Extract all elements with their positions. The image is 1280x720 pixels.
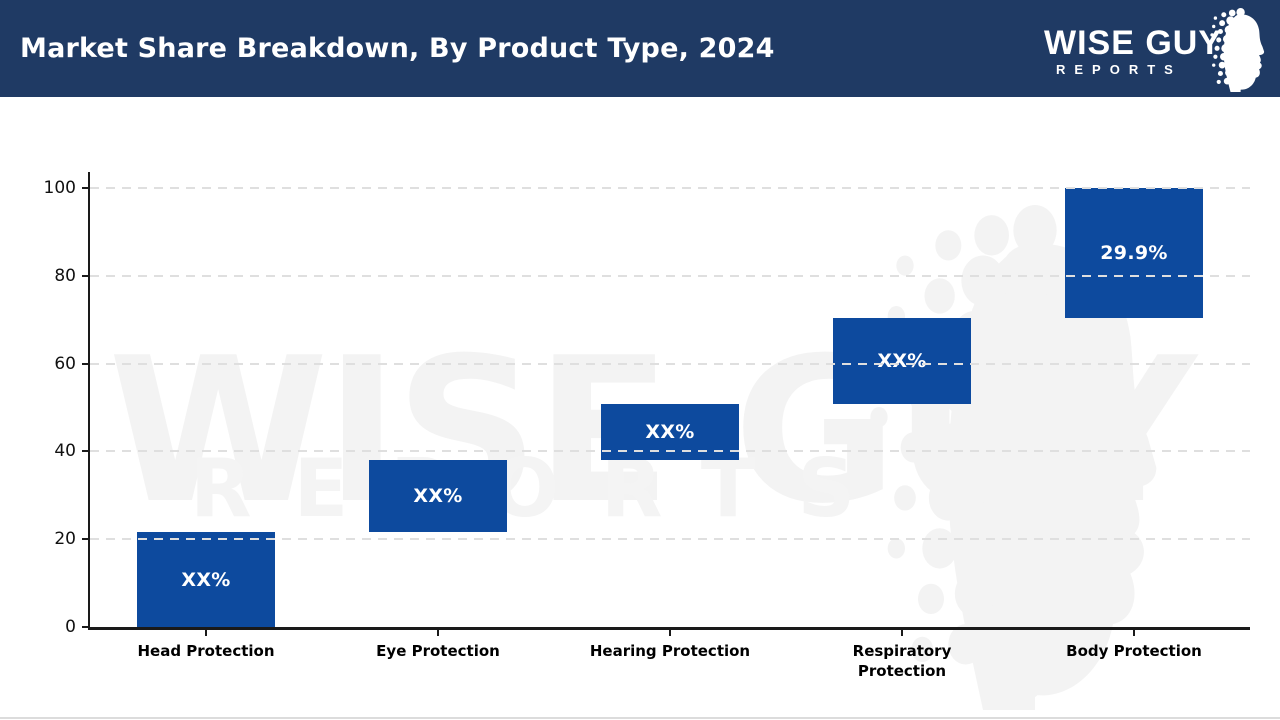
bar-value-label: XX% [413,484,463,507]
x-axis-tick [901,630,903,636]
bar-value-label: XX% [877,349,927,372]
bar-value-label: XX% [645,420,695,443]
y-axis-tick-label: 20 [54,529,76,550]
gridline-40 [90,450,1250,453]
bar-value-label: XX% [181,568,231,591]
bar-body-protection: 29.9% [1065,188,1203,319]
x-axis-category-label: Respiratory Protection [852,642,952,681]
x-axis-tick [669,630,671,636]
bar-eye-protection: XX% [369,459,507,532]
x-axis-tick [205,630,207,636]
y-axis-tick-label: 0 [65,617,76,637]
y-axis-tick-label: 60 [54,353,76,374]
bar-head-protection: XX% [137,532,275,627]
x-axis-tick [1133,630,1135,636]
y-axis-tick [82,626,90,628]
x-axis-line [88,627,1250,630]
page-title: Market Share Breakdown, By Product Type,… [20,33,775,64]
x-axis-category-label: Eye Protection [376,642,500,660]
y-axis-tick [82,538,90,541]
y-axis-tick [82,274,90,277]
dotted-head-icon [1208,8,1265,92]
x-axis-category-label: Head Protection [137,642,275,660]
gridline-20 [90,538,1250,541]
bar-hearing-protection: XX% [601,403,739,460]
logo-name: WISE GUY [1044,24,1223,62]
bar-value-label: 29.9% [1100,242,1168,265]
x-axis-tick [437,630,439,636]
logo-subtitle: REPORTS [1056,62,1182,77]
y-axis-tick [82,187,90,189]
y-axis-line [88,172,90,630]
gridline-60 [90,362,1250,365]
header-bar: Market Share Breakdown, By Product Type,… [0,0,1280,97]
y-axis-tick [82,362,90,365]
bar-respiratory-protection: XX% [833,318,971,404]
y-axis-tick-label: 40 [54,441,76,462]
footer-divider [0,717,1280,719]
x-axis-category-label: Body Protection [1066,642,1202,660]
gridline-80 [90,274,1250,277]
gridline-100 [90,187,1250,189]
wiseguy-logo: WISE GUY REPORTS [1016,6,1266,94]
x-axis-category-label: Hearing Protection [589,642,751,660]
y-axis-tick-label: 100 [43,178,76,198]
y-axis-tick [82,450,90,453]
y-axis-tick-label: 80 [54,265,76,286]
